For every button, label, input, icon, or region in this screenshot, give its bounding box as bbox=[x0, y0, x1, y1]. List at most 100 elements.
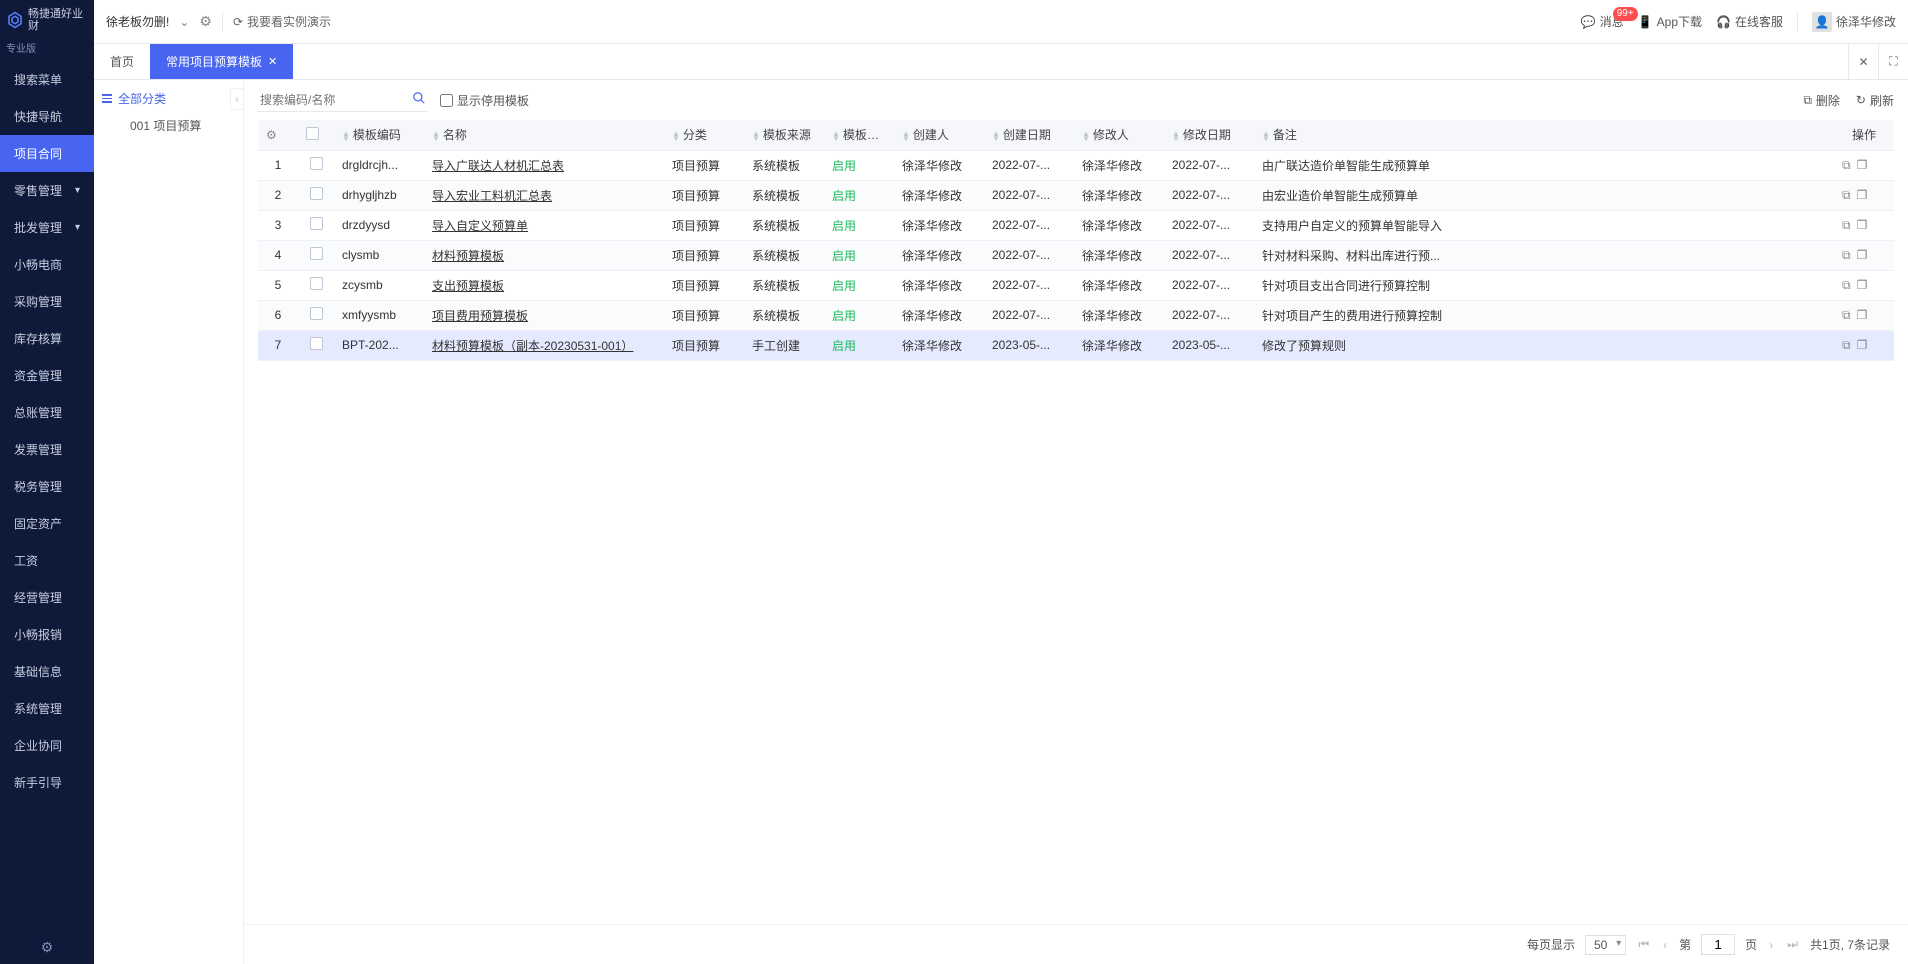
close-icon[interactable]: ✕ bbox=[268, 55, 277, 68]
category-all[interactable]: 全部分类 bbox=[102, 90, 235, 107]
header-name[interactable]: 名称 bbox=[443, 128, 467, 142]
support-button[interactable]: 🎧 在线客服 bbox=[1716, 13, 1783, 30]
table-settings-icon[interactable]: ⚙ bbox=[266, 128, 277, 142]
show-disabled-input[interactable] bbox=[440, 94, 453, 107]
more-icon[interactable]: ❐ bbox=[1857, 278, 1868, 293]
user-menu[interactable]: 👤 徐泽华修改 bbox=[1812, 12, 1896, 32]
sidebar-item[interactable]: 新手引导 bbox=[0, 764, 94, 801]
sidebar-item[interactable]: 项目合同 bbox=[0, 135, 94, 172]
view-icon[interactable]: ⧉ bbox=[1842, 278, 1851, 293]
status-badge: 启用 bbox=[832, 279, 856, 293]
row-checkbox[interactable] bbox=[310, 337, 323, 350]
more-icon[interactable]: ❐ bbox=[1857, 248, 1868, 263]
sidebar-item[interactable]: 总账管理 bbox=[0, 394, 94, 431]
first-page-button[interactable]: ⏮ bbox=[1636, 937, 1651, 952]
view-icon[interactable]: ⧉ bbox=[1842, 158, 1851, 173]
demo-link[interactable]: ⟳ 我要看实例演示 bbox=[233, 13, 331, 30]
sidebar-item[interactable]: 小畅报销 bbox=[0, 616, 94, 653]
sidebar-item-label: 企业协同 bbox=[14, 737, 62, 754]
sidebar-item[interactable]: 企业协同 bbox=[0, 727, 94, 764]
app-download-button[interactable]: 📱 App下载 bbox=[1638, 13, 1702, 30]
view-icon[interactable]: ⧉ bbox=[1842, 308, 1851, 323]
view-icon[interactable]: ⧉ bbox=[1842, 248, 1851, 263]
template-name-link[interactable]: 材料预算模板（副本-20230531-001） bbox=[432, 339, 633, 353]
page-prefix: 第 bbox=[1679, 936, 1691, 953]
header-mod[interactable]: 修改人 bbox=[1093, 128, 1129, 142]
sidebar-item[interactable]: 经营管理 bbox=[0, 579, 94, 616]
sidebar-item[interactable]: 系统管理 bbox=[0, 690, 94, 727]
table-row[interactable]: 1drgldrcjh...导入广联达人材机汇总表项目预算系统模板启用徐泽华修改2… bbox=[258, 150, 1894, 180]
template-name-link[interactable]: 项目费用预算模板 bbox=[432, 309, 528, 323]
row-checkbox[interactable] bbox=[310, 217, 323, 230]
account-dropdown-icon[interactable]: ⌄ bbox=[179, 15, 189, 29]
show-disabled-checkbox[interactable]: 显示停用模板 bbox=[440, 92, 529, 109]
more-icon[interactable]: ❐ bbox=[1857, 188, 1868, 203]
delete-button[interactable]: ⧉ 删除 bbox=[1803, 92, 1840, 109]
next-page-button[interactable]: › bbox=[1767, 938, 1775, 952]
sidebar-item[interactable]: 工资 bbox=[0, 542, 94, 579]
header-code[interactable]: 模板编码 bbox=[353, 128, 401, 142]
header-creator[interactable]: 创建人 bbox=[913, 128, 949, 142]
refresh-button[interactable]: ↻ 刷新 bbox=[1856, 92, 1894, 109]
more-icon[interactable]: ❐ bbox=[1857, 158, 1868, 173]
header-src[interactable]: 模板来源 bbox=[763, 128, 811, 142]
row-checkbox[interactable] bbox=[310, 187, 323, 200]
template-name-link[interactable]: 导入广联达人材机汇总表 bbox=[432, 159, 564, 173]
more-icon[interactable]: ❐ bbox=[1857, 218, 1868, 233]
per-page-select[interactable]: 50 bbox=[1585, 935, 1626, 955]
template-name-link[interactable]: 导入自定义预算单 bbox=[432, 219, 528, 233]
template-name-link[interactable]: 导入宏业工料机汇总表 bbox=[432, 189, 552, 203]
table-row[interactable]: 4clysmb材料预算模板项目预算系统模板启用徐泽华修改2022-07-...徐… bbox=[258, 240, 1894, 270]
view-icon[interactable]: ⧉ bbox=[1842, 218, 1851, 233]
header-mdate[interactable]: 修改日期 bbox=[1183, 128, 1231, 142]
fullscreen-button[interactable]: ⛶ bbox=[1878, 44, 1908, 79]
table-row[interactable]: 7BPT-202...材料预算模板（副本-20230531-001）项目预算手工… bbox=[258, 330, 1894, 360]
row-checkbox[interactable] bbox=[310, 247, 323, 260]
header-remark[interactable]: 备注 bbox=[1273, 128, 1297, 142]
sidebar-item[interactable]: 搜索菜单 bbox=[0, 61, 94, 98]
tab-active[interactable]: 常用项目预算模板 ✕ bbox=[150, 44, 293, 79]
tab-home[interactable]: 首页 bbox=[94, 44, 150, 79]
header-cat[interactable]: 分类 bbox=[683, 128, 707, 142]
search-icon[interactable] bbox=[412, 91, 426, 108]
table-row[interactable]: 6xmfyysmb项目费用预算模板项目预算系统模板启用徐泽华修改2022-07-… bbox=[258, 300, 1894, 330]
account-settings-icon[interactable]: ⚙ bbox=[199, 13, 212, 30]
cell-code: BPT-202... bbox=[334, 330, 424, 360]
last-page-button[interactable]: ⏭ bbox=[1785, 937, 1800, 952]
messages-button[interactable]: 💬 消息 99+ bbox=[1581, 13, 1624, 30]
sidebar-item[interactable]: 采购管理 bbox=[0, 283, 94, 320]
table-row[interactable]: 5zcysmb支出预算模板项目预算系统模板启用徐泽华修改2022-07-...徐… bbox=[258, 270, 1894, 300]
view-icon[interactable]: ⧉ bbox=[1842, 338, 1851, 353]
table-row[interactable]: 3drzdyysd导入自定义预算单项目预算系统模板启用徐泽华修改2022-07-… bbox=[258, 210, 1894, 240]
search-input[interactable] bbox=[258, 89, 428, 112]
category-item[interactable]: 001 项目预算 bbox=[102, 107, 235, 144]
page-input[interactable] bbox=[1701, 934, 1735, 955]
cell-mod: 徐泽华修改 bbox=[1074, 330, 1164, 360]
more-icon[interactable]: ❐ bbox=[1857, 308, 1868, 323]
row-checkbox[interactable] bbox=[310, 277, 323, 290]
sidebar-item[interactable]: 零售管理▾ bbox=[0, 172, 94, 209]
select-all-checkbox[interactable] bbox=[306, 127, 319, 140]
prev-page-button[interactable]: ‹ bbox=[1661, 938, 1669, 952]
sidebar-item[interactable]: 固定资产 bbox=[0, 505, 94, 542]
sidebar-item[interactable]: 资金管理 bbox=[0, 357, 94, 394]
view-icon[interactable]: ⧉ bbox=[1842, 188, 1851, 203]
row-checkbox[interactable] bbox=[310, 307, 323, 320]
header-cdate[interactable]: 创建日期 bbox=[1003, 128, 1051, 142]
sidebar-item[interactable]: 税务管理 bbox=[0, 468, 94, 505]
template-name-link[interactable]: 材料预算模板 bbox=[432, 249, 504, 263]
close-all-tabs-button[interactable]: ✕ bbox=[1848, 44, 1878, 79]
sidebar-item[interactable]: 批发管理▾ bbox=[0, 209, 94, 246]
table-row[interactable]: 2drhygljhzb导入宏业工料机汇总表项目预算系统模板启用徐泽华修改2022… bbox=[258, 180, 1894, 210]
template-name-link[interactable]: 支出预算模板 bbox=[432, 279, 504, 293]
settings-icon[interactable]: ⚙ bbox=[41, 939, 54, 955]
row-checkbox[interactable] bbox=[310, 157, 323, 170]
collapse-panel-button[interactable]: ‹ bbox=[230, 88, 244, 110]
sidebar-item[interactable]: 基础信息 bbox=[0, 653, 94, 690]
sidebar-item[interactable]: 发票管理 bbox=[0, 431, 94, 468]
sidebar-item[interactable]: 小畅电商 bbox=[0, 246, 94, 283]
sidebar-item[interactable]: 库存核算 bbox=[0, 320, 94, 357]
header-status[interactable]: 模板状态 bbox=[843, 128, 891, 142]
more-icon[interactable]: ❐ bbox=[1857, 338, 1868, 353]
sidebar-item[interactable]: 快捷导航 bbox=[0, 98, 94, 135]
